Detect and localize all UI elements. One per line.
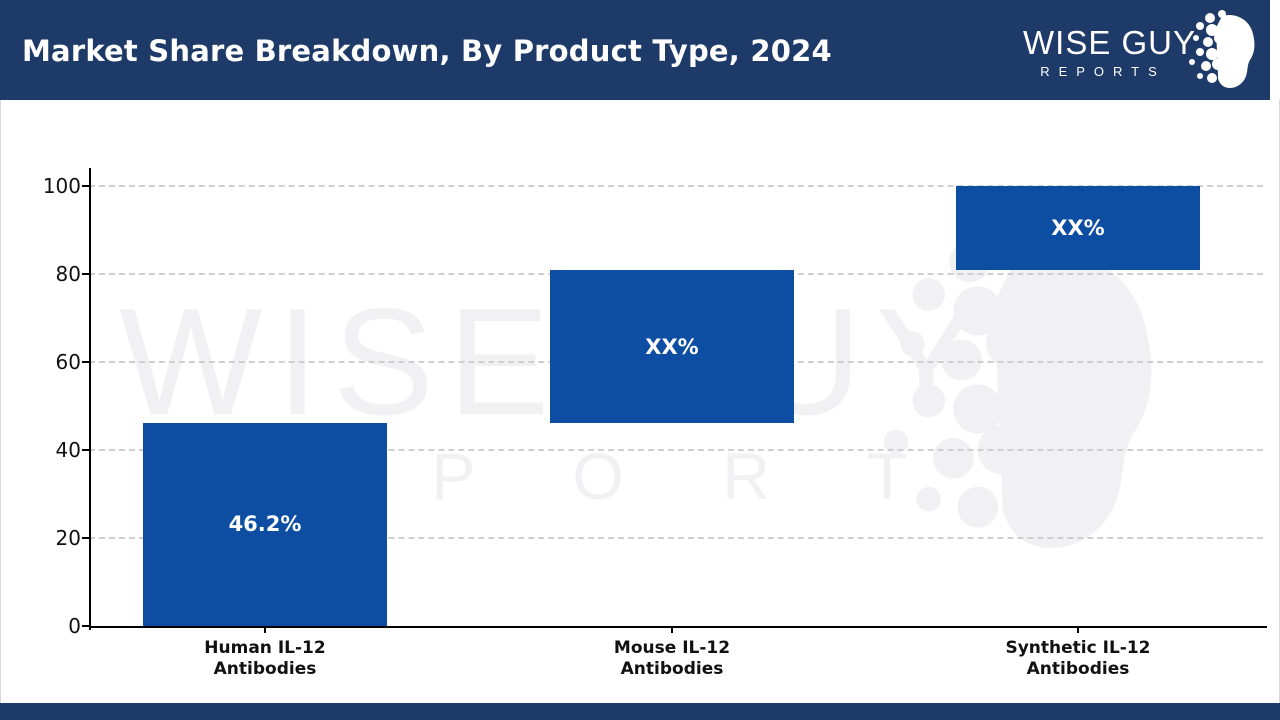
x-axis-tick-mark <box>671 626 673 633</box>
bar-segment-3[interactable]: XX% <box>956 186 1200 271</box>
y-axis-tick-label: 40 <box>55 438 81 462</box>
chart-card: WISE GUY R E P O R T S 0 20 40 60 80 100 46.2%… <box>0 100 1280 703</box>
y-axis-tick-mark <box>82 449 89 451</box>
bar-value-label: XX% <box>1051 216 1105 241</box>
page-title: Market Share Breakdown, By Product Type,… <box>22 34 832 68</box>
watermark-face-icon <box>883 229 1152 549</box>
logo-face-icon <box>1189 10 1255 89</box>
y-axis-tick-mark <box>82 537 89 539</box>
x-axis-category-label: Synthetic IL-12 Antibodies <box>948 638 1208 680</box>
wise-guy-reports-logo: WISE GUY REPORTS <box>1023 6 1258 98</box>
bar-value-label: XX% <box>645 334 699 359</box>
gridline-100 <box>89 185 1263 187</box>
x-axis-category-label: Human IL-12 Antibodies <box>135 638 395 680</box>
y-axis-tick-mark <box>82 185 89 187</box>
y-axis-tick-mark <box>82 625 89 627</box>
logo-wordmark: WISE GUY <box>1023 24 1197 61</box>
y-axis-tick-label: 80 <box>55 262 81 286</box>
logo-subtitle: REPORTS <box>1040 64 1166 79</box>
bar-segment-1[interactable]: 46.2% <box>143 422 387 626</box>
category-label-line: Antibodies <box>213 659 317 679</box>
x-axis-category-label: Mouse IL-12 Antibodies <box>542 638 802 680</box>
bar-segment-2[interactable]: XX% <box>550 270 794 423</box>
category-label-line: Antibodies <box>620 659 724 679</box>
gridline-40 <box>89 449 1263 451</box>
category-label-line: Mouse IL-12 <box>613 638 731 658</box>
footer-bar <box>0 703 1280 720</box>
y-axis-tick-label: 100 <box>42 174 81 198</box>
category-label-line: Synthetic IL-12 <box>1005 638 1151 658</box>
category-label-line: Antibodies <box>1026 659 1130 679</box>
x-axis-tick-mark <box>264 626 266 633</box>
y-axis-tick-label: 60 <box>55 350 81 374</box>
y-axis-tick-label: 20 <box>55 526 81 550</box>
y-axis-tick-mark <box>82 273 89 275</box>
bar-chart-plot-area: 0 20 40 60 80 100 46.2% XX% XX% Human IL-12 Antibo… <box>1 100 1279 703</box>
gridline-20 <box>89 537 1263 539</box>
header-bar: Market Share Breakdown, By Product Type,… <box>0 0 1270 100</box>
x-axis-spine <box>89 626 1267 628</box>
logo-text: WISE GUY REPORTS <box>1023 24 1197 79</box>
bar-value-label: 46.2% <box>228 512 302 537</box>
x-axis-tick-mark <box>1077 626 1079 633</box>
y-axis-tick-mark <box>82 361 89 363</box>
category-label-line: Human IL-12 <box>204 638 326 658</box>
y-axis-tick-label: 0 <box>68 614 81 638</box>
y-axis-spine <box>89 168 91 630</box>
